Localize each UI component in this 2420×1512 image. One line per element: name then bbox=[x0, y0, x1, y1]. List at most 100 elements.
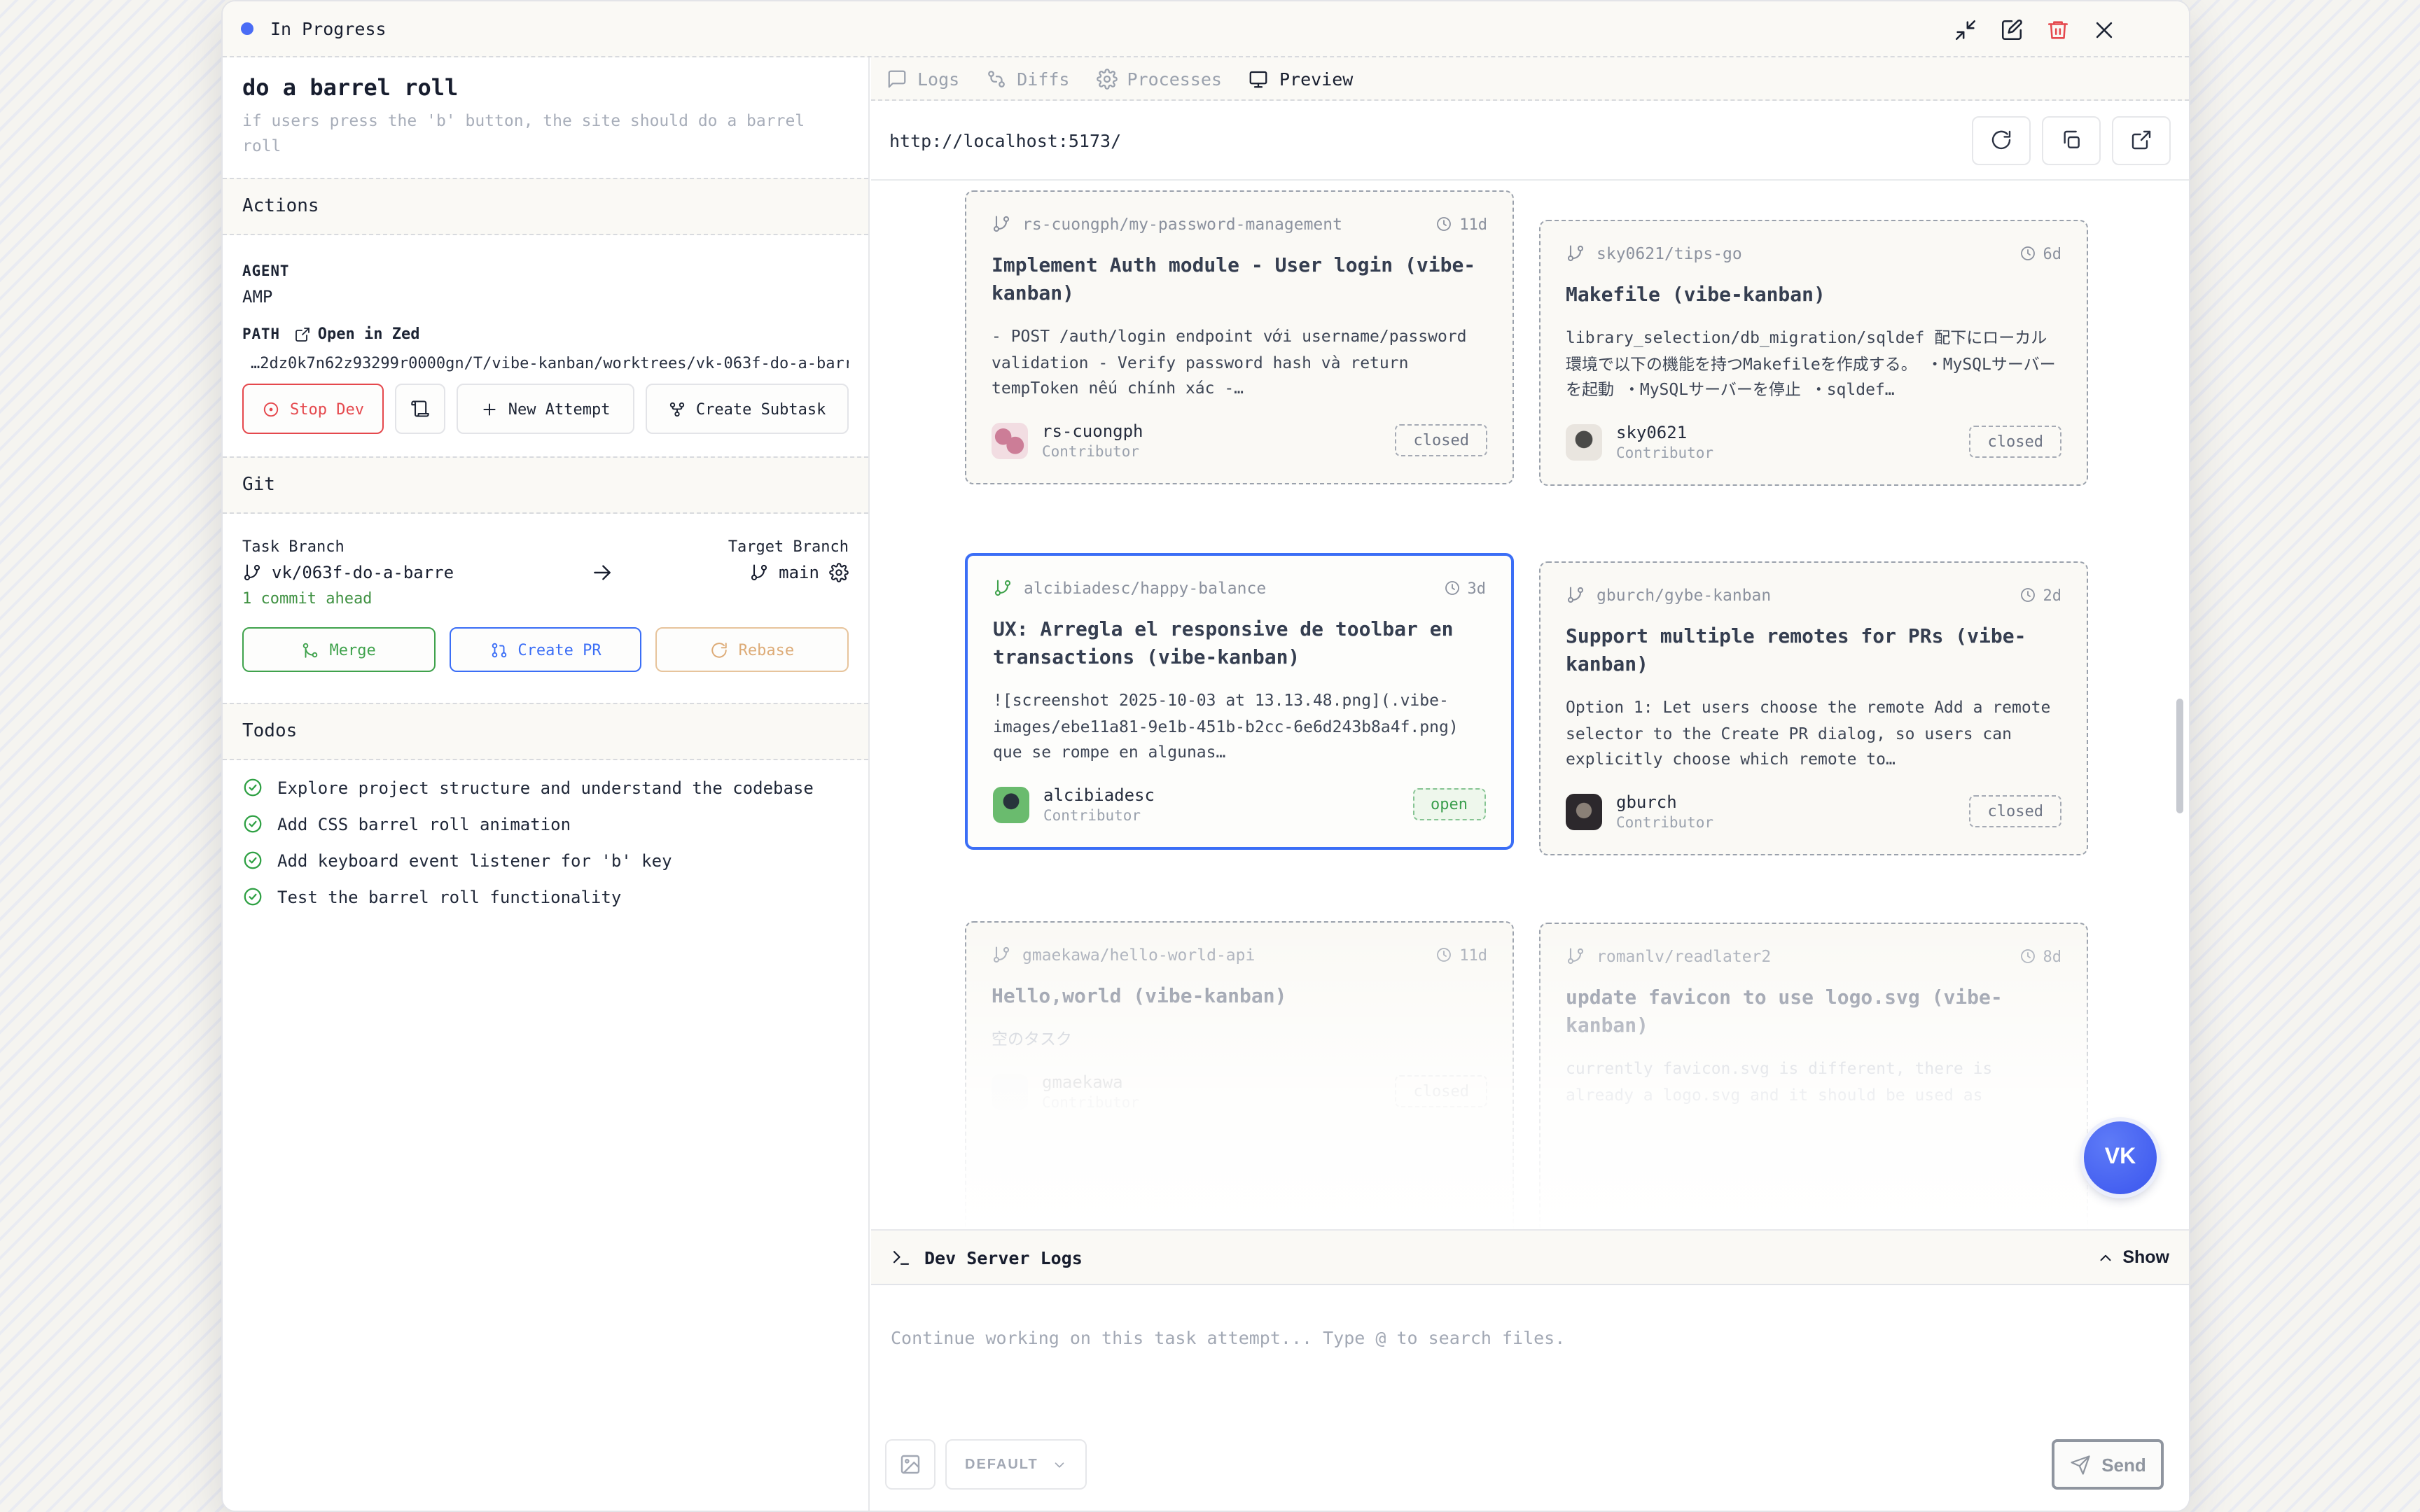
pr-card[interactable]: romanlv/readlater2 8d update favicon to … bbox=[1539, 923, 2088, 1229]
window-actions bbox=[1954, 1, 2116, 57]
close-icon[interactable] bbox=[2092, 18, 2116, 41]
show-logs-toggle[interactable]: Show bbox=[2096, 1247, 2169, 1267]
card-body: Option 1: Let users choose the remote Ad… bbox=[1566, 697, 2051, 769]
rebase-button[interactable]: Rebase bbox=[655, 627, 849, 672]
modal-header: In Progress bbox=[223, 1, 2189, 57]
edit-icon[interactable] bbox=[2000, 18, 2024, 41]
clock-icon bbox=[2020, 588, 2035, 602]
todo-item: Add keyboard event listener for 'b' key bbox=[242, 850, 849, 871]
new-attempt-button[interactable]: New Attempt bbox=[456, 384, 634, 434]
todo-item: Add CSS barrel roll animation bbox=[242, 813, 849, 834]
monitor-icon bbox=[1250, 70, 1268, 88]
card-title: update favicon to use logo.svg (vibe-kan… bbox=[1566, 987, 2003, 1037]
branch-labels: Task Branch Target Branch bbox=[242, 538, 849, 556]
message-input[interactable] bbox=[871, 1285, 2189, 1511]
fork-icon bbox=[669, 401, 685, 416]
card-repo: alcibiadesc/happy-balance bbox=[1024, 578, 1267, 598]
tab-processes[interactable]: Processes bbox=[1096, 68, 1222, 89]
card-title: Makefile (vibe-kanban) bbox=[1566, 284, 1826, 307]
copy-icon bbox=[2064, 130, 2080, 148]
clock-icon bbox=[2020, 949, 2035, 963]
git-merge-icon bbox=[303, 642, 318, 657]
clock-icon bbox=[1437, 217, 1452, 231]
task-sidebar: do a barrel roll if users press the 'b' … bbox=[223, 57, 870, 1511]
dev-logs-icon-button[interactable] bbox=[394, 384, 445, 434]
card-body: - POST /auth/login endpoint với username… bbox=[992, 326, 1467, 398]
dev-server-logs-bar[interactable]: Dev Server Logs Show bbox=[871, 1229, 2189, 1285]
create-subtask-button[interactable]: Create Subtask bbox=[645, 384, 849, 434]
copy-url-button[interactable] bbox=[2042, 115, 2101, 164]
status-badge: closed bbox=[1395, 424, 1487, 456]
pr-card[interactable]: rs-cuongph/my-password-management 11d Im… bbox=[965, 190, 1514, 484]
branch-row: vk/063f-do-a-barre main bbox=[242, 561, 849, 584]
card-repo: gburch/gybe-kanban bbox=[1597, 585, 1772, 605]
task-title: do a barrel roll bbox=[242, 74, 459, 101]
todo-list: Explore project structure and understand… bbox=[242, 777, 849, 907]
git-branch-icon bbox=[1567, 245, 1584, 262]
message-square-icon bbox=[888, 69, 906, 88]
pr-card-selected[interactable]: alcibiadesc/happy-balance 3d UX: Arregla… bbox=[965, 553, 1514, 849]
in-progress-dot bbox=[241, 22, 253, 35]
pr-card[interactable]: gburch/gybe-kanban 2d Support multiple r… bbox=[1539, 561, 2088, 855]
git-buttons: Merge Create PR Rebase bbox=[242, 627, 849, 672]
tab-diffs[interactable]: Diffs bbox=[986, 68, 1070, 89]
gear-icon[interactable] bbox=[829, 563, 849, 582]
status-badge: closed bbox=[1969, 795, 2061, 827]
path-label: PATH bbox=[242, 326, 280, 342]
chevron-up-icon bbox=[2099, 1254, 2110, 1261]
task-branch: vk/063f-do-a-barre bbox=[242, 563, 454, 582]
git-section-header: Git bbox=[223, 456, 868, 514]
task-detail-modal: In Progress do a barrel roll if users pr… bbox=[221, 0, 2190, 1512]
tab-preview[interactable]: Preview bbox=[1249, 68, 1353, 89]
avatar bbox=[992, 1073, 1028, 1110]
agent-value: AMP bbox=[242, 287, 273, 307]
author-role: Contributor bbox=[1042, 1094, 1140, 1111]
arrow-right-icon bbox=[590, 561, 613, 584]
url-bar: http://localhost:5173/ bbox=[871, 101, 2189, 181]
clock-icon bbox=[1437, 948, 1452, 962]
author-name: alcibiadesc bbox=[1043, 785, 1155, 804]
card-age: 3d bbox=[1467, 579, 1487, 597]
action-buttons: Stop Dev New Attempt Create Subtask bbox=[242, 384, 849, 434]
external-link-icon bbox=[2132, 130, 2151, 150]
worktree-path: …2dz0k7n62z93299r0000gn/T/vibe-kanban/wo… bbox=[251, 354, 849, 372]
pr-card[interactable]: gmaekawa/hello-world-api 11d Hello,world… bbox=[965, 921, 1514, 1229]
vibe-kanban-floating-badge[interactable]: VK bbox=[2084, 1121, 2157, 1194]
pr-card[interactable]: sky0621/tips-go 6d Makefile (vibe-kanban… bbox=[1539, 220, 2088, 485]
merge-button[interactable]: Merge bbox=[242, 627, 436, 672]
card-body: currently favicon.svg is different, ther… bbox=[1566, 1058, 1993, 1104]
todos-section-header: Todos bbox=[223, 703, 868, 760]
card-age: 2d bbox=[2043, 586, 2062, 604]
author-name: rs-cuongph bbox=[1042, 421, 1143, 440]
git-branch-icon bbox=[993, 216, 1010, 232]
collapse-icon[interactable] bbox=[1954, 18, 1977, 41]
clock-icon bbox=[1445, 581, 1459, 595]
refresh-icon bbox=[711, 642, 728, 657]
send-button[interactable]: Send bbox=[2052, 1439, 2164, 1490]
commit-status: 1 commit ahead bbox=[242, 589, 373, 608]
preview-scrollbar[interactable] bbox=[2176, 699, 2183, 813]
avatar bbox=[993, 786, 1029, 822]
send-icon bbox=[2070, 1455, 2089, 1474]
create-pr-button[interactable]: Create PR bbox=[449, 627, 642, 672]
card-age: 11d bbox=[1459, 215, 1487, 233]
open-external-button[interactable] bbox=[2112, 115, 2171, 164]
avatar bbox=[992, 422, 1028, 458]
git-branch-icon bbox=[1567, 948, 1584, 965]
stop-dev-button[interactable]: Stop Dev bbox=[242, 384, 384, 434]
delete-icon[interactable] bbox=[2046, 18, 2070, 41]
actions-section-header: Actions bbox=[223, 178, 868, 235]
avatar bbox=[1566, 793, 1602, 830]
clock-icon bbox=[2020, 246, 2035, 260]
open-in-zed-link[interactable]: Open in Zed bbox=[294, 325, 420, 343]
refresh-button[interactable] bbox=[1972, 115, 2031, 164]
attempt-pane: Logs Diffs Processes Preview http://loca… bbox=[871, 57, 2189, 1511]
variant-dropdown[interactable]: DEFAULT bbox=[945, 1439, 1087, 1490]
check-circle-icon bbox=[244, 815, 262, 833]
git-branch-icon bbox=[1567, 587, 1584, 603]
author-name: sky0621 bbox=[1616, 422, 1688, 442]
attach-image-button[interactable] bbox=[885, 1439, 936, 1490]
tab-logs[interactable]: Logs bbox=[886, 68, 959, 89]
card-body: ![screenshot 2025-10-03 at 13.13.48.png]… bbox=[993, 690, 1459, 762]
